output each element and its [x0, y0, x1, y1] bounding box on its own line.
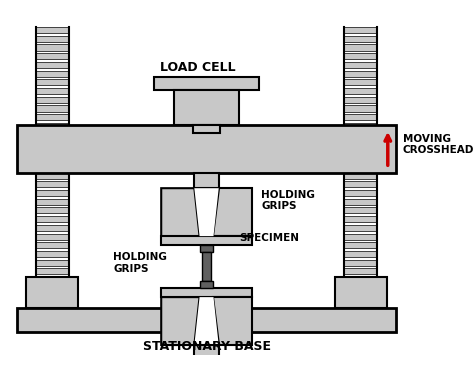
Bar	[344, 53, 377, 59]
Bar	[36, 181, 69, 187]
Polygon shape	[194, 188, 219, 236]
Bar	[344, 105, 377, 111]
Polygon shape	[194, 297, 219, 345]
Bar	[36, 190, 69, 196]
Bar	[161, 236, 252, 245]
Bar	[36, 27, 69, 33]
Text: MOVING
CROSSHEAD: MOVING CROSSHEAD	[402, 134, 474, 155]
Bar	[344, 123, 377, 125]
Bar	[344, 27, 377, 33]
Text: SPECIMEN: SPECIMEN	[240, 233, 300, 243]
Bar	[36, 53, 69, 59]
Bar	[193, 125, 219, 133]
Bar	[347, 172, 375, 277]
Bar	[344, 233, 377, 240]
Bar	[36, 207, 69, 213]
Text: HOLDING
GRIPS: HOLDING GRIPS	[262, 190, 315, 211]
Text: LOAD CELL: LOAD CELL	[160, 61, 236, 74]
Polygon shape	[213, 297, 252, 345]
Bar	[18, 308, 396, 332]
Bar	[344, 181, 377, 187]
Bar	[344, 260, 377, 266]
Bar	[36, 70, 69, 77]
Bar	[154, 77, 259, 90]
Bar	[36, 172, 69, 179]
Bar	[344, 216, 377, 222]
Bar	[344, 251, 377, 257]
Bar	[335, 277, 387, 308]
Text: STATIONARY BASE: STATIONARY BASE	[143, 340, 271, 353]
Bar	[36, 251, 69, 257]
Polygon shape	[161, 297, 200, 345]
Bar	[36, 36, 69, 42]
Bar	[200, 245, 213, 252]
Bar	[344, 36, 377, 42]
Bar	[344, 88, 377, 94]
Polygon shape	[161, 188, 200, 236]
Bar	[344, 172, 377, 179]
Bar	[161, 288, 252, 297]
Bar	[36, 216, 69, 222]
Text: HOLDING
GRIPS: HOLDING GRIPS	[113, 252, 167, 274]
Bar	[344, 62, 377, 68]
Bar	[174, 90, 239, 125]
Bar	[344, 97, 377, 103]
Bar	[344, 70, 377, 77]
Bar	[344, 225, 377, 231]
Bar	[36, 114, 69, 120]
Bar	[36, 242, 69, 248]
Bar	[344, 242, 377, 248]
Polygon shape	[213, 188, 252, 236]
Bar	[200, 282, 213, 288]
Bar	[36, 97, 69, 103]
Bar	[344, 268, 377, 274]
Bar	[344, 199, 377, 205]
Bar	[36, 62, 69, 68]
Bar	[344, 79, 377, 85]
Bar	[36, 233, 69, 240]
Bar	[194, 345, 219, 361]
Bar	[36, 199, 69, 205]
Bar	[197, 373, 216, 379]
Bar	[38, 172, 66, 277]
Bar	[26, 277, 78, 308]
Bar	[344, 44, 377, 50]
Bar	[38, 27, 66, 125]
Bar	[36, 260, 69, 266]
Bar	[344, 114, 377, 120]
Bar	[189, 361, 224, 373]
Bar	[194, 172, 219, 188]
Bar	[36, 225, 69, 231]
Bar	[36, 123, 69, 125]
Bar	[36, 79, 69, 85]
Bar	[36, 44, 69, 50]
Bar	[18, 125, 396, 172]
Bar	[36, 88, 69, 94]
Bar	[344, 190, 377, 196]
Bar	[36, 268, 69, 274]
Bar	[202, 252, 211, 282]
Bar	[347, 27, 375, 125]
Bar	[36, 105, 69, 111]
Bar	[344, 207, 377, 213]
